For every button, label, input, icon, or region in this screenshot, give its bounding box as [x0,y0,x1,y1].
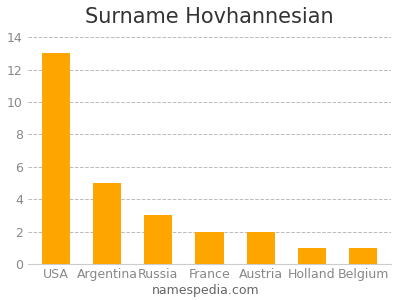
Bar [196,232,224,264]
Bar [247,232,275,264]
Bar [144,215,172,264]
Text: namespedia.com: namespedia.com [152,284,260,297]
Bar [349,248,377,264]
Bar [42,53,70,264]
Title: Surname Hovhannesian: Surname Hovhannesian [85,7,334,27]
Bar [93,183,121,264]
Bar [298,248,326,264]
